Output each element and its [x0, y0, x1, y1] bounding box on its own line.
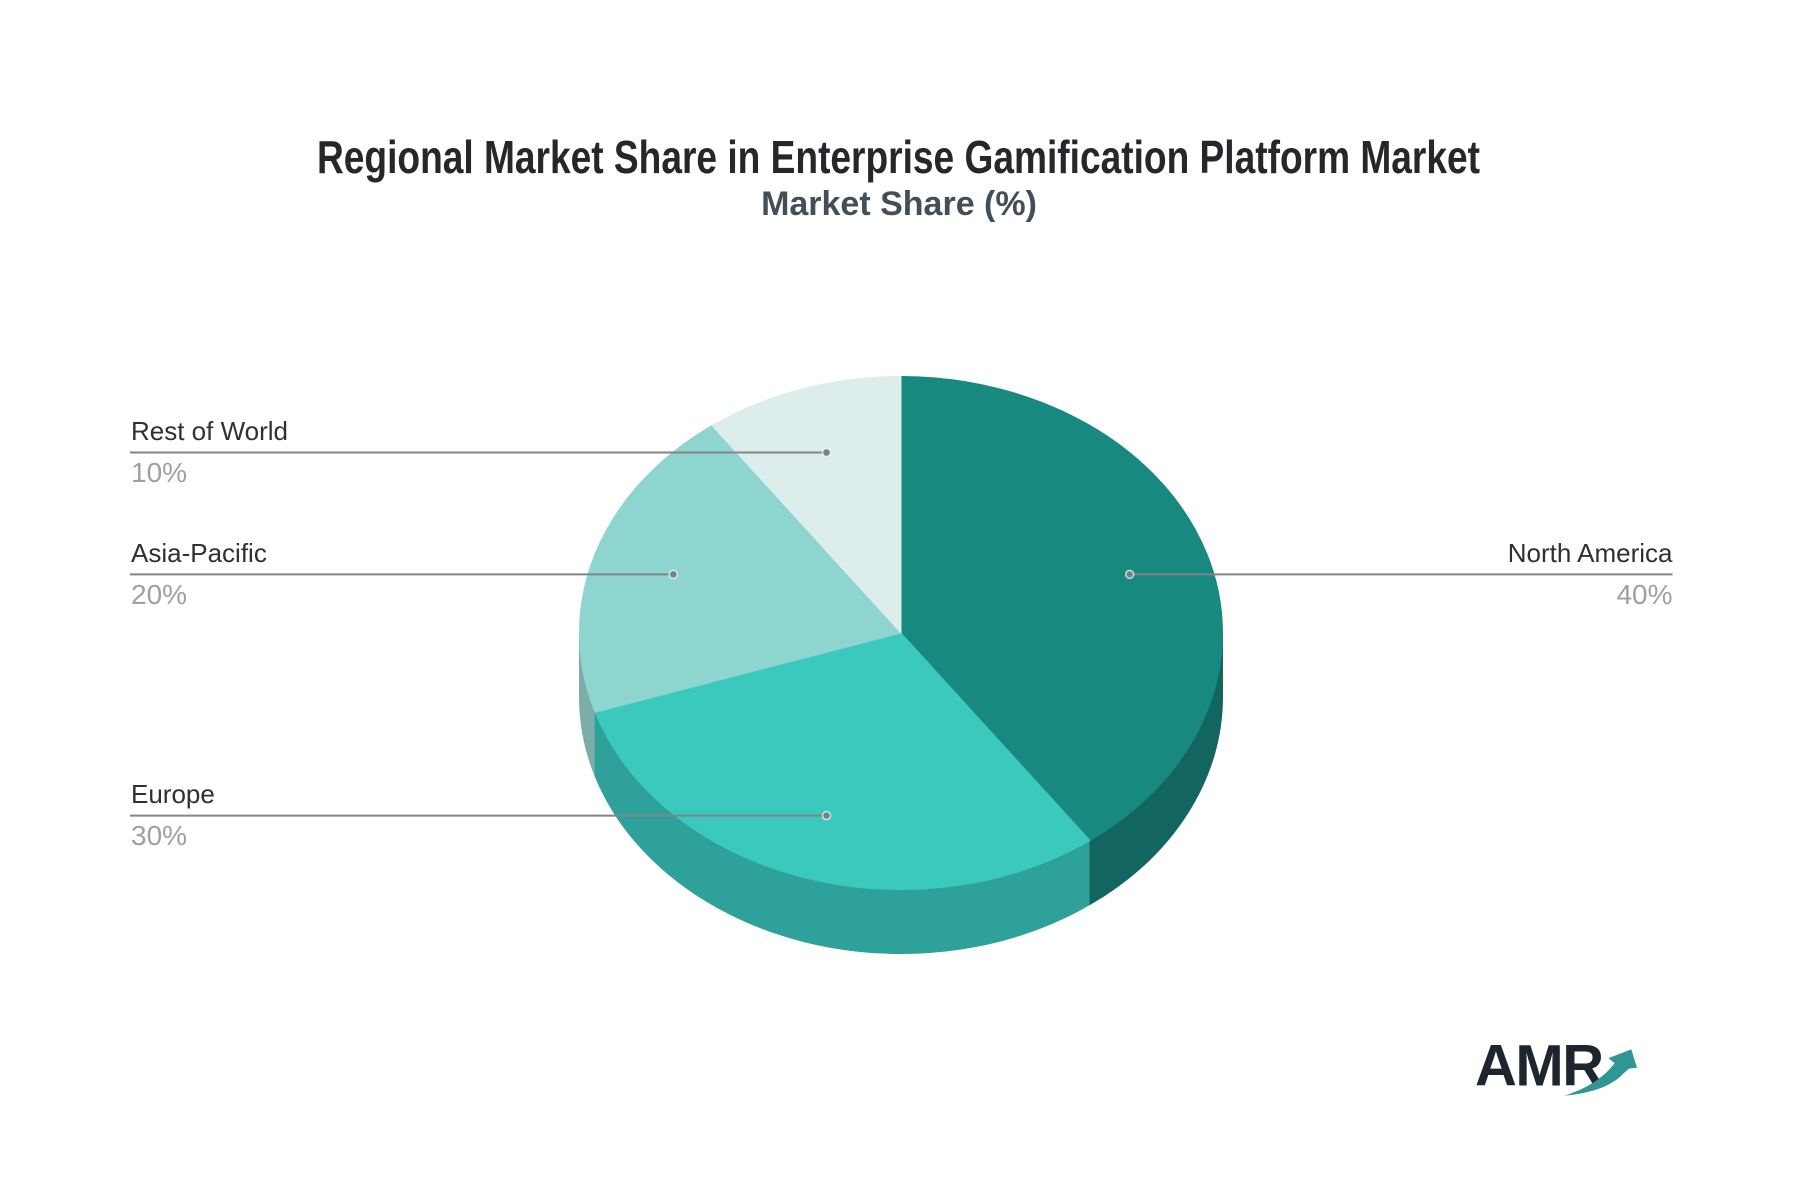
svg-text:Regional Market Share in Enter: Regional Market Share in Enterprise Gami…: [317, 131, 1480, 183]
svg-text:20%: 20%: [131, 579, 187, 610]
svg-text:AMR: AMR: [1475, 1034, 1603, 1099]
svg-text:Market Share (%): Market Share (%): [761, 185, 1037, 223]
svg-text:Rest of World: Rest of World: [131, 416, 288, 446]
svg-text:Europe: Europe: [131, 779, 215, 809]
svg-text:North America: North America: [1508, 538, 1673, 568]
svg-text:10%: 10%: [131, 457, 187, 488]
svg-text:30%: 30%: [131, 820, 187, 851]
svg-text:40%: 40%: [1616, 579, 1672, 610]
svg-text:Asia-Pacific: Asia-Pacific: [131, 538, 267, 568]
